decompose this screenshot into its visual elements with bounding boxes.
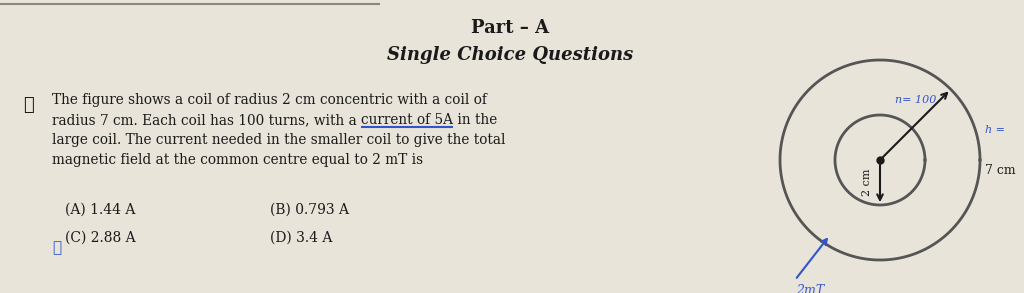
- Text: (C) 2.88 A: (C) 2.88 A: [65, 231, 135, 245]
- Text: (D) 3.4 A: (D) 3.4 A: [270, 231, 333, 245]
- Text: 2mT: 2mT: [796, 284, 824, 293]
- Text: (B) 0.793 A: (B) 0.793 A: [270, 203, 349, 217]
- Text: current of 5A: current of 5A: [361, 113, 454, 127]
- Text: in the: in the: [454, 113, 498, 127]
- Text: 2 cm: 2 cm: [862, 169, 872, 196]
- Text: ✓: ✓: [23, 96, 34, 114]
- Text: Single Choice Questions: Single Choice Questions: [387, 46, 633, 64]
- Text: (A) 1.44 A: (A) 1.44 A: [65, 203, 135, 217]
- Text: magnetic field at the common centre equal to 2 mT is: magnetic field at the common centre equa…: [52, 153, 423, 167]
- Text: The figure shows a coil of radius 2 cm concentric with a coil of: The figure shows a coil of radius 2 cm c…: [52, 93, 486, 107]
- Text: 7 cm: 7 cm: [985, 163, 1016, 176]
- Text: h =: h =: [985, 125, 1005, 135]
- Text: radius 7 cm. Each coil has 100 turns, with a: radius 7 cm. Each coil has 100 turns, wi…: [52, 113, 361, 127]
- Text: n= 100: n= 100: [895, 95, 936, 105]
- Text: Part – A: Part – A: [471, 19, 549, 37]
- Text: ✓: ✓: [52, 241, 61, 255]
- Text: large coil. The current needed in the smaller coil to give the total: large coil. The current needed in the sm…: [52, 133, 506, 147]
